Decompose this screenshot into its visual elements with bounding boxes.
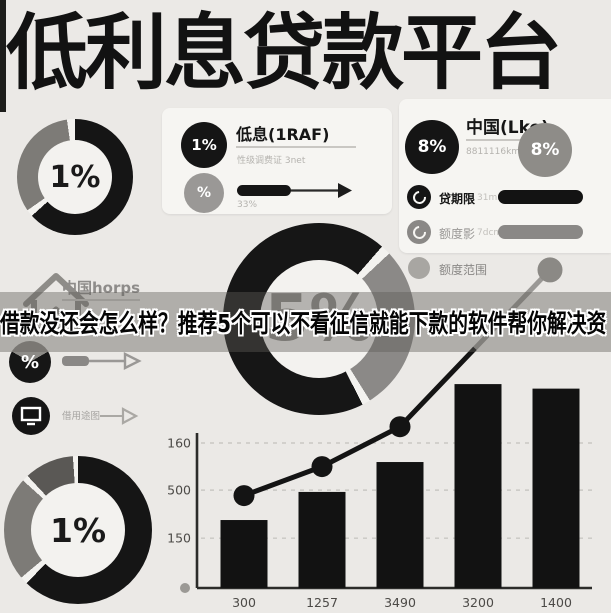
rail-pill [62,356,89,366]
donut-chart-center: 5% [223,223,415,415]
range-bullet-icon [408,257,430,279]
donut-center-value: 5% [260,260,378,378]
y-tick-label: 500 [167,483,191,498]
trend-dot [233,485,255,507]
usage-label: 借用途图 [62,411,101,422]
rail-arrow-head-icon [123,352,142,370]
house-chevron [41,306,71,323]
china-side-badge: 8% [518,123,572,177]
quota-row-sub: 7dcm [477,228,503,238]
brand-logo-text: 中国horps [62,279,141,297]
bar [454,384,502,588]
percent-circle-icon: % [9,341,51,383]
headline-banner: 借款没还会怎么样？推荐5个可以不看征信就能下款的软件帮你解决资 [0,292,611,352]
low-card-subtitle: 性级调费证 3net [237,156,306,166]
trend-endpoint-dot [537,257,563,283]
trend-dot [311,456,333,478]
page-title: 低利息贷款平台 [6,6,562,101]
monitor-screen [20,406,42,422]
logo-underline [62,299,140,301]
house-icon [18,264,94,344]
china-card-subtitle: 8811116km [466,147,521,157]
x-tick-label: 1400 [540,595,572,610]
quota-row-label: 额度影 [439,227,476,241]
monitor-icon [12,397,50,435]
china-rate-badge: 8% [405,120,459,174]
y-tick-label: 160 [167,436,191,451]
trend-dot [389,416,411,438]
donut-chart-top-left: 1% [17,119,133,235]
clock-glyph [409,187,429,207]
donut-bottom-left-value: 1% [31,483,125,577]
low-card-title: 低息(1RAF) [236,125,330,144]
quota-glyph [409,222,429,242]
divider [236,146,356,148]
term-row-sub: 31mm [477,193,506,203]
x-tick-label: 3490 [384,595,416,610]
headline-text: 借款没还会怎么样？推荐5个可以不看征信就能下款的软件帮你解决资 [0,309,607,338]
divider [466,139,548,141]
bar [220,520,268,588]
trend-line-segment [398,346,477,429]
donut-chart-bottom-left: 1% [4,456,152,604]
bar [376,462,424,588]
term-row-label: 贷期限 [439,192,476,206]
donut-top-left-value: 1% [38,140,112,214]
photo-edge-strip [0,0,6,112]
usage-arrow-head-icon [121,407,139,425]
progress-caption: 33% [237,200,258,210]
x-tick-label: 3200 [462,595,494,610]
trend-line [243,424,402,498]
x-tick-label: 1257 [306,595,338,610]
house-body [31,300,81,333]
x-tick-label: 300 [232,595,256,610]
clock-icon [407,185,431,209]
bar [298,491,346,588]
bar [532,388,580,588]
y-tick-label: 150 [167,531,191,546]
quota-icon [407,220,431,244]
percent-badge: % [184,173,224,213]
origin-dot [180,583,190,593]
low-rate-badge: 1% [181,122,227,168]
house-roof [23,273,89,307]
range-row-label: 额度范围 [439,263,488,277]
